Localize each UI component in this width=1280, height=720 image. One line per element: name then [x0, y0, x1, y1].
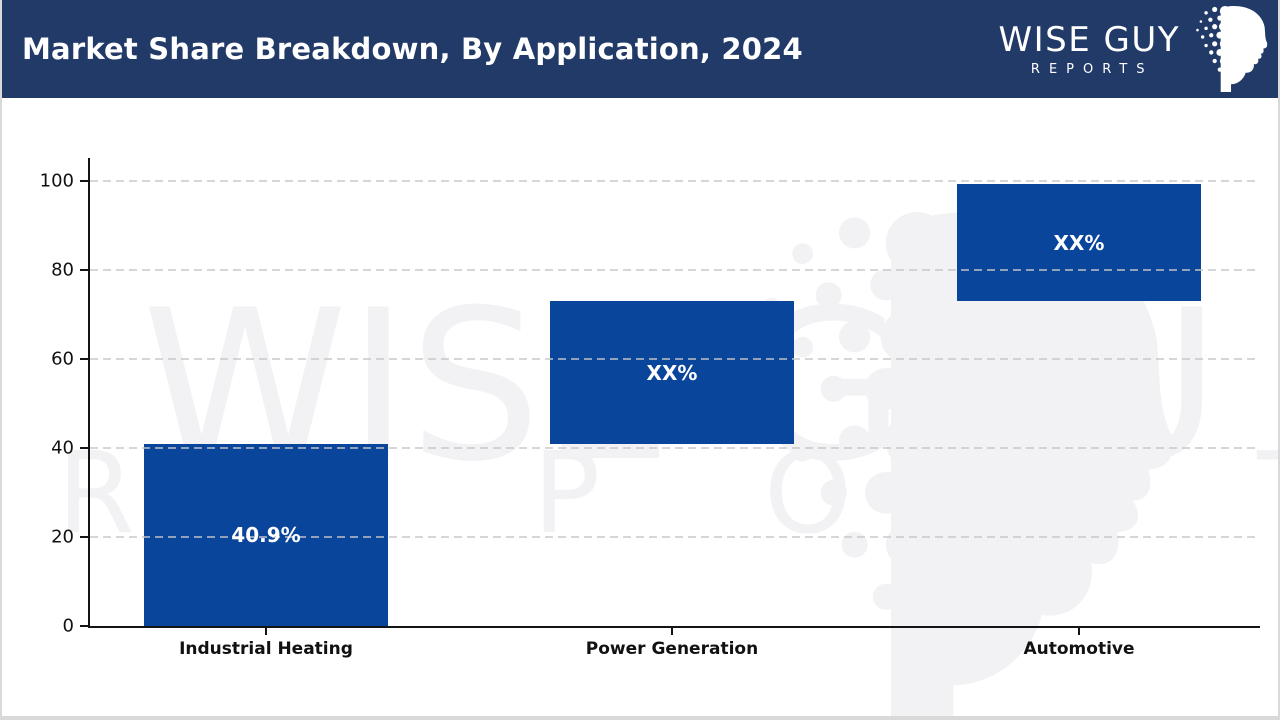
- gridline-20: [90, 536, 1256, 538]
- y-tick-0: [80, 625, 88, 627]
- x-tick-2: [1078, 628, 1080, 635]
- wise-guy-reports-logo: WISE GUY REPORTS: [998, 6, 1268, 92]
- bar-2: [957, 184, 1201, 302]
- bar-value-label-2: XX%: [1053, 230, 1105, 255]
- y-tick-60: [80, 358, 88, 360]
- x-tick-label-2: Automotive: [1023, 639, 1135, 659]
- logo-wordmark: WISE GUY: [998, 19, 1180, 60]
- y-tick-label-60: 60: [51, 348, 74, 370]
- logo-subtitle: REPORTS: [1030, 61, 1154, 77]
- bar-0: [144, 443, 388, 626]
- bar-value-label-0: 40.9%: [231, 522, 301, 547]
- gridline-80: [90, 269, 1256, 271]
- x-tick-0: [265, 628, 267, 635]
- x-tick-label-0: Industrial Heating: [179, 639, 353, 659]
- y-tick-40: [80, 447, 88, 449]
- logo-text: WISE GUY REPORTS: [998, 23, 1180, 76]
- x-tick-1: [671, 628, 673, 635]
- y-tick-label-80: 80: [51, 259, 74, 281]
- y-tick-label-100: 100: [39, 170, 74, 192]
- header-band: Market Share Breakdown, By Application, …: [2, 0, 1278, 98]
- bar-1: [550, 301, 794, 444]
- gridline-60: [90, 358, 1256, 360]
- y-tick-20: [80, 536, 88, 538]
- x-tick-label-1: Power Generation: [585, 639, 759, 659]
- y-tick-80: [80, 269, 88, 271]
- y-axis-line: [88, 158, 90, 628]
- y-tick-label-40: 40: [51, 437, 74, 459]
- y-tick-100: [80, 180, 88, 182]
- gridline-100: [90, 180, 1256, 182]
- y-tick-label-20: 20: [51, 526, 74, 548]
- page-title: Market Share Breakdown, By Application, …: [22, 32, 803, 66]
- bar-value-label-1: XX%: [646, 360, 698, 385]
- x-axis-line: [88, 626, 1260, 628]
- gridline-40: [90, 447, 1256, 449]
- y-tick-label-0: 0: [62, 615, 74, 637]
